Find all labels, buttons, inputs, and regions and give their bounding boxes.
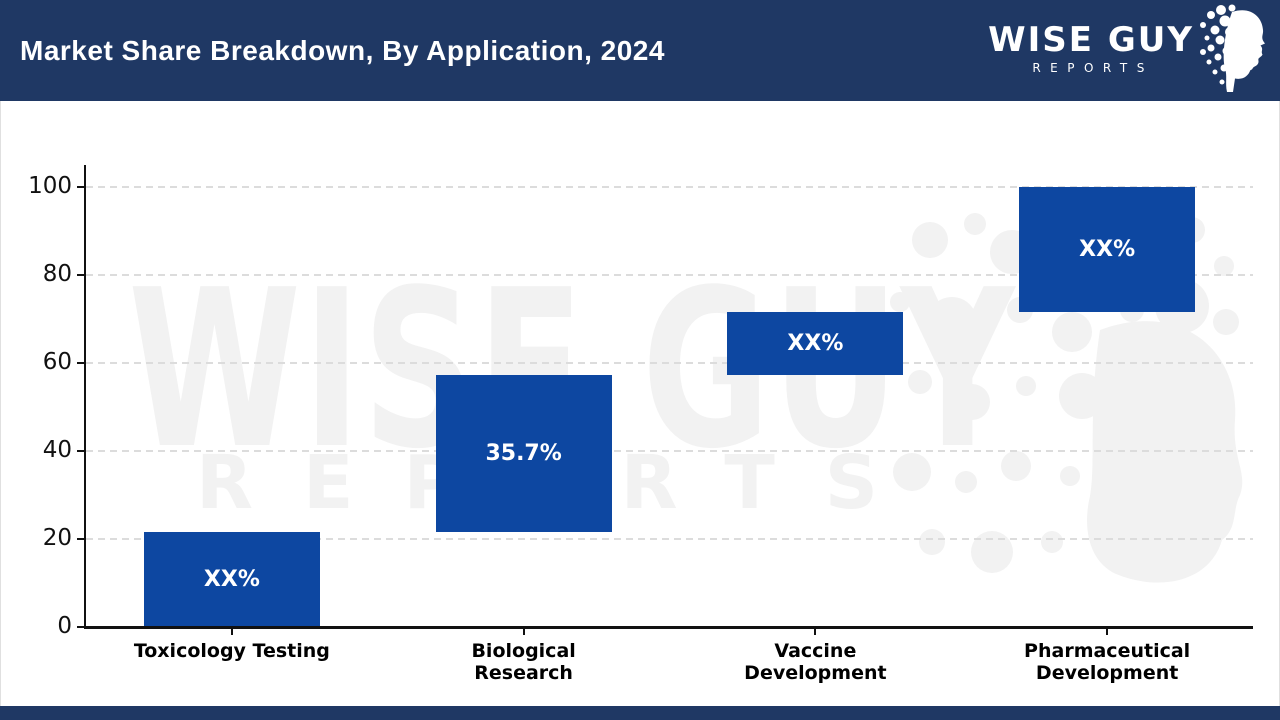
y-tick [77,362,85,364]
bar: 35.7% [435,375,612,533]
gridline [86,362,1253,364]
x-category-label-line: Pharmaceutical [1024,640,1191,662]
bar-value-label: XX% [787,331,844,357]
y-tick [77,538,85,540]
logo-subtitle: REPORTS [1032,61,1154,76]
x-category-label: Toxicology Testing [107,640,357,662]
y-axis [84,165,86,629]
bar-value-label: 35.7% [485,441,562,467]
x-axis [84,626,1253,629]
y-tick [77,626,85,628]
footer-bar [0,706,1280,720]
x-category-label-line: Vaccine [774,640,857,662]
gridline [86,450,1253,452]
x-category-label: Biological Research [399,640,649,684]
bar-value-label: XX% [1079,236,1136,262]
x-category-label: Pharmaceutical Development [982,640,1232,684]
y-tick-label: 80 [42,261,72,287]
y-tick [77,186,85,188]
x-category-label: Vaccine Development [690,640,940,684]
y-tick-label: 60 [42,349,72,375]
x-category-label-line: Toxicology Testing [133,640,330,662]
bar: XX% [1019,187,1196,312]
logo-wordmark: WISE GUY [988,19,1194,60]
bar: XX% [727,311,904,376]
y-tick [77,274,85,276]
logo-head-icon [1200,4,1265,92]
y-tick-label: 100 [28,173,72,199]
x-category-label-line: Research [474,662,573,684]
gridline [86,538,1253,540]
bar: XX% [143,532,320,627]
gridline [86,186,1253,188]
x-category-label-line: Biological [471,640,576,662]
x-tick [814,628,817,635]
bar-value-label: XX% [203,567,260,593]
x-category-label-line: Development [744,662,887,684]
header-bar: Market Share Breakdown, By Application, … [0,0,1280,101]
logo-text: WISE GUY REPORTS [988,19,1194,76]
x-tick [230,628,233,635]
gridline [86,274,1253,276]
wiseguy-logo: WISE GUY REPORTS [988,4,1270,94]
y-tick [77,450,85,452]
x-tick [1106,628,1109,635]
y-tick-label: 40 [42,437,72,463]
y-tick-label: 20 [42,525,72,551]
x-tick [522,628,525,635]
page-title: Market Share Breakdown, By Application, … [20,34,665,66]
y-tick-label: 0 [57,613,72,639]
x-category-label-line: Development [1035,662,1179,684]
